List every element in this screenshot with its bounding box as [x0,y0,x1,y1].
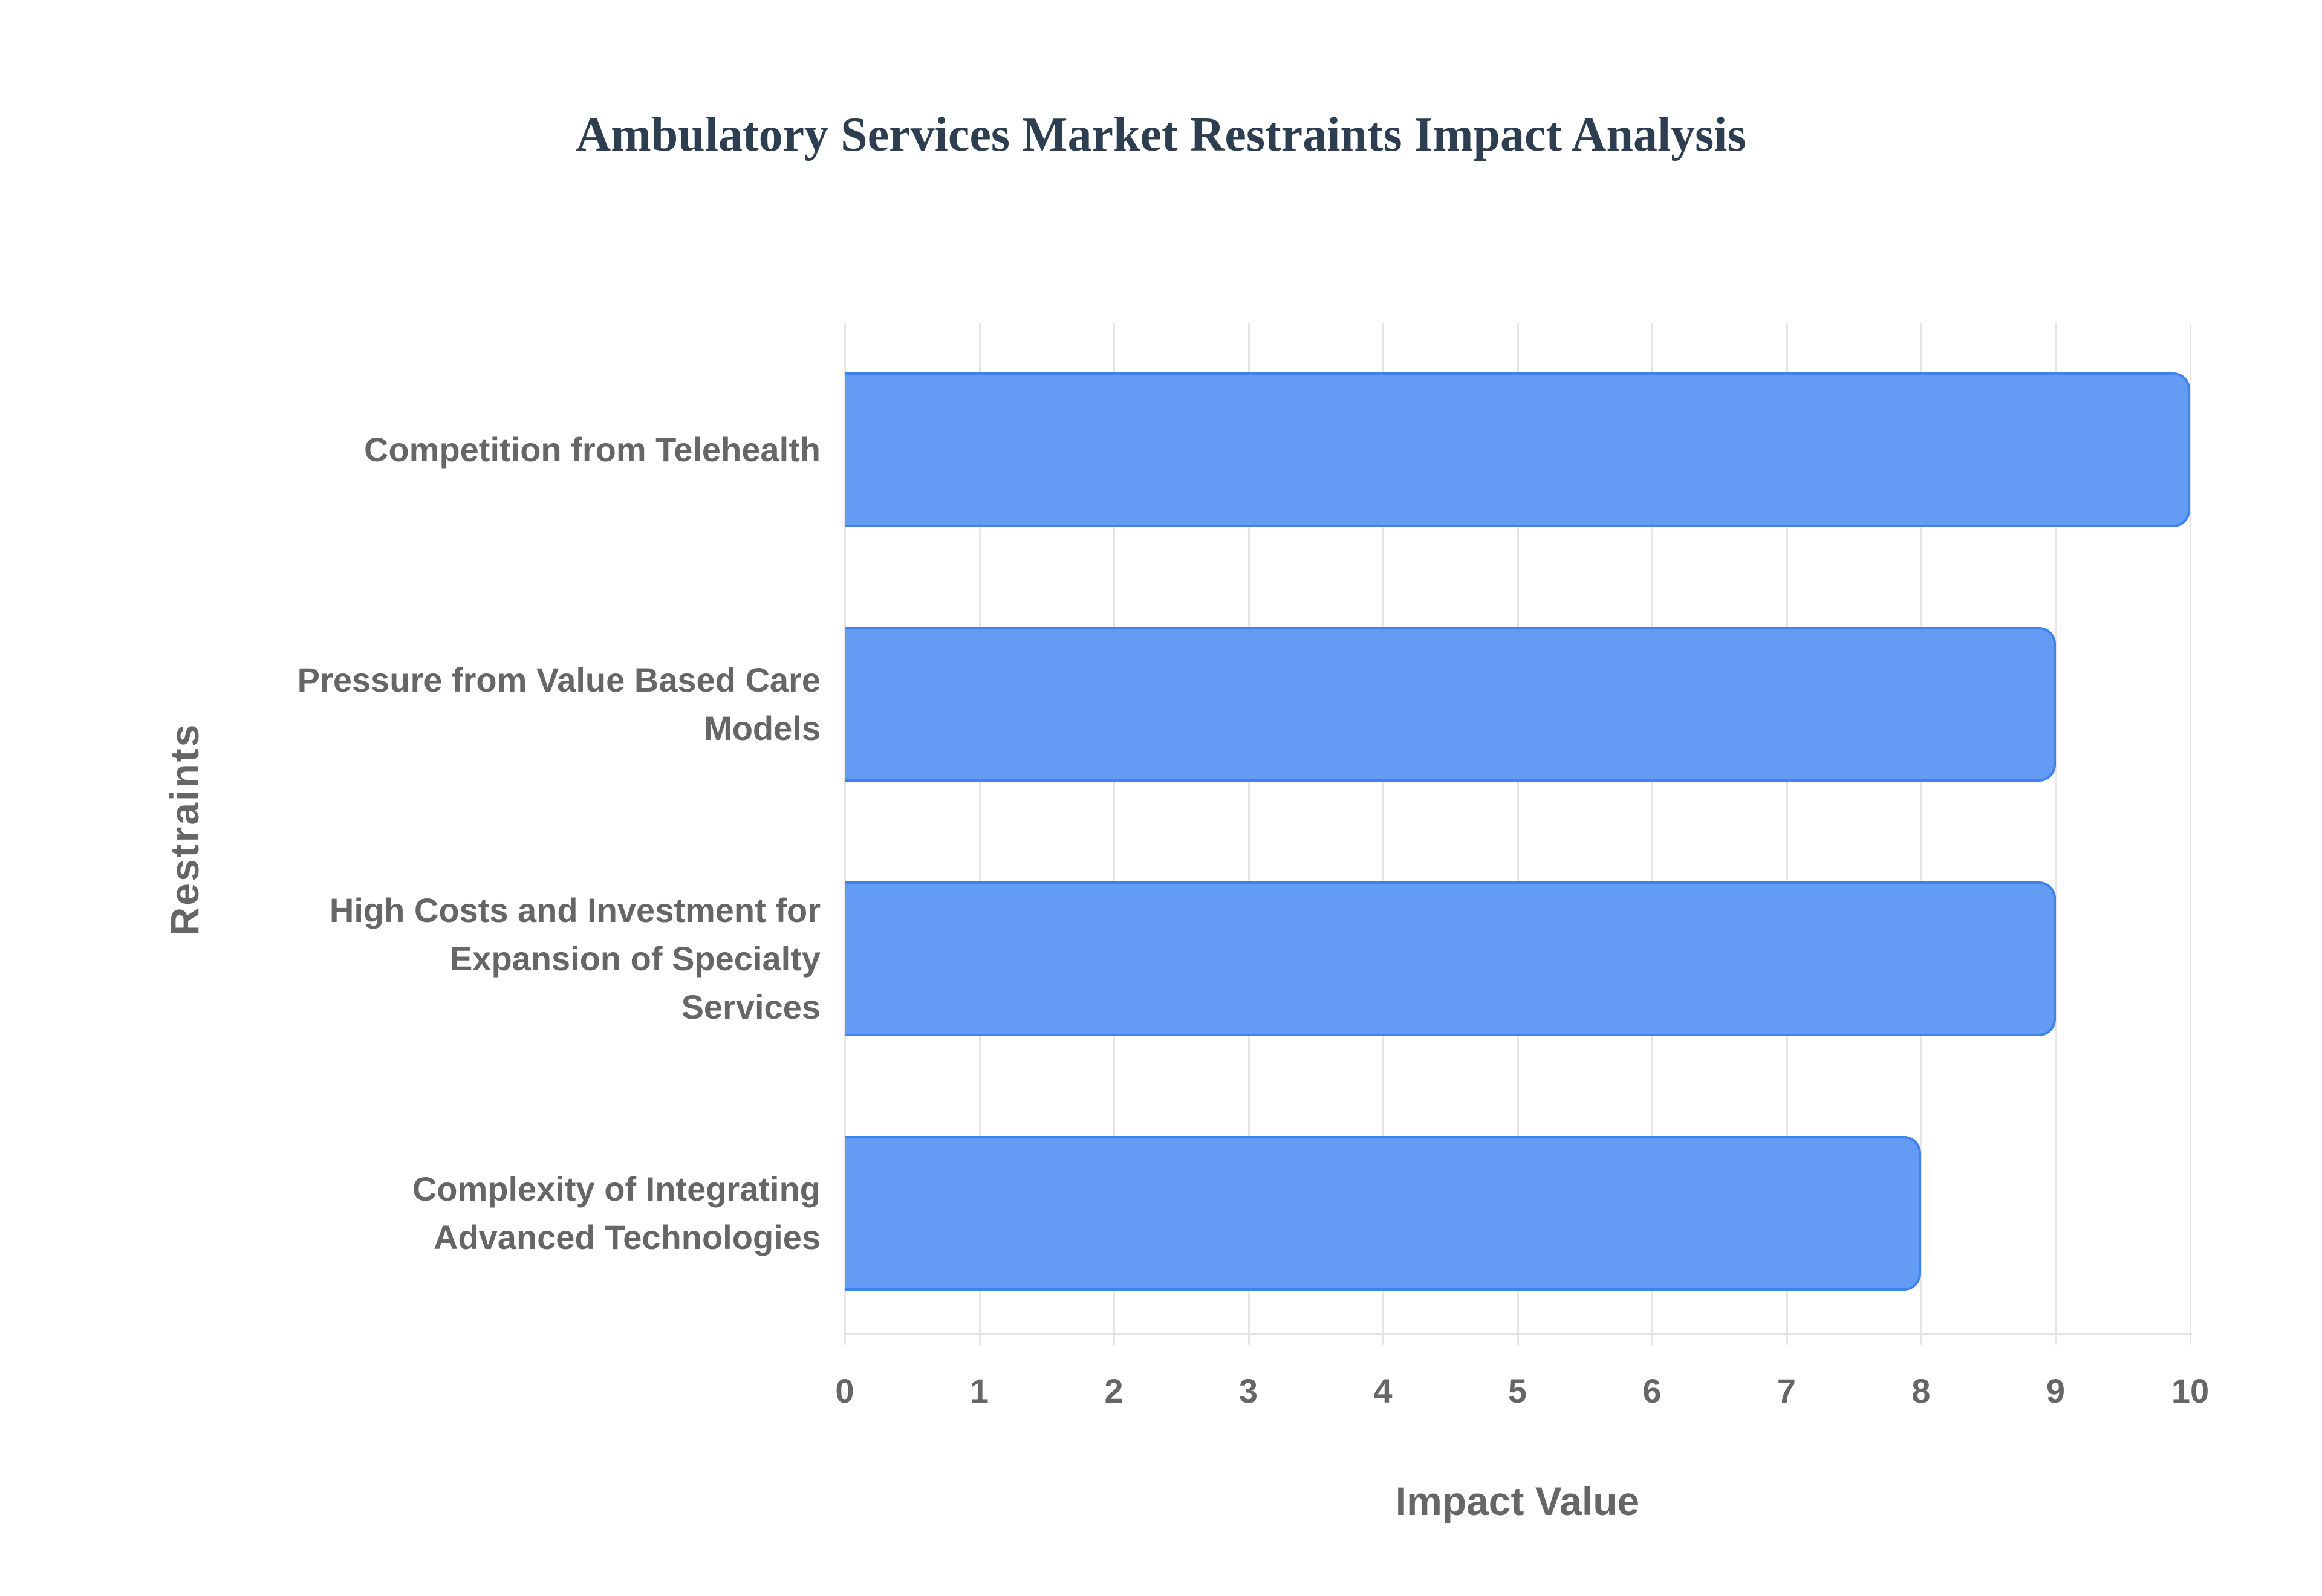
x-tick-label: 3 [1238,1372,1258,1410]
gridline [1113,323,1115,1345]
bar[interactable] [845,372,2190,527]
gridline [844,323,846,1345]
x-tick-label: 7 [1777,1372,1797,1410]
x-tick-label: 1 [969,1372,989,1410]
x-tick-label: 10 [2171,1372,2210,1410]
y-tick-label-line: Competition from Telehealth [364,430,821,469]
bar[interactable] [845,627,2056,782]
y-tick-label-line: High Costs and Investment for [329,891,821,929]
gridline [1517,323,1519,1345]
x-tick-label: 4 [1373,1372,1393,1410]
bar[interactable] [845,1136,1921,1291]
x-tick-label: 0 [835,1372,854,1410]
gridline [1786,323,1788,1345]
y-tick-label-line: Advanced Technologies [434,1218,821,1256]
x-tick-label: 5 [1507,1372,1527,1410]
gridline [2055,323,2057,1345]
y-tick-label-line: Expansion of Specialty [449,939,821,978]
bar[interactable] [845,881,2056,1036]
plot-area [844,323,2192,1345]
gridline [1920,323,1922,1345]
x-tick-label: 6 [1642,1372,1662,1410]
x-tick-label: 8 [1911,1372,1931,1410]
x-tick-label: 2 [1104,1372,1124,1410]
gridline [1651,323,1653,1345]
y-tick-label: Pressure from Value Based Care Models [216,656,821,753]
y-tick-label: Competition from Telehealth [216,426,821,474]
y-tick-label-line: Pressure from Value Based Care [297,661,821,699]
x-tick-label: 9 [2046,1372,2066,1410]
gridline [1247,323,1250,1345]
x-axis-line [845,1333,2192,1335]
y-tick-label: High Costs and Investment for Expansion o… [216,886,821,1031]
y-tick-label-line: Complexity of Integrating [412,1170,821,1208]
y-tick-label-line: Services [681,988,821,1026]
y-tick-label: Complexity of Integrating Advanced Techno… [216,1165,821,1262]
gridline [1382,323,1384,1345]
x-axis-label: Impact Value [1395,1479,1640,1523]
y-tick-label-line: Models [704,709,821,747]
gridline [2190,323,2191,1345]
gridline [978,323,981,1345]
chart-title: Ambulatory Services Market Restraints Im… [576,108,1746,161]
y-axis-label: Restraints [162,722,207,936]
